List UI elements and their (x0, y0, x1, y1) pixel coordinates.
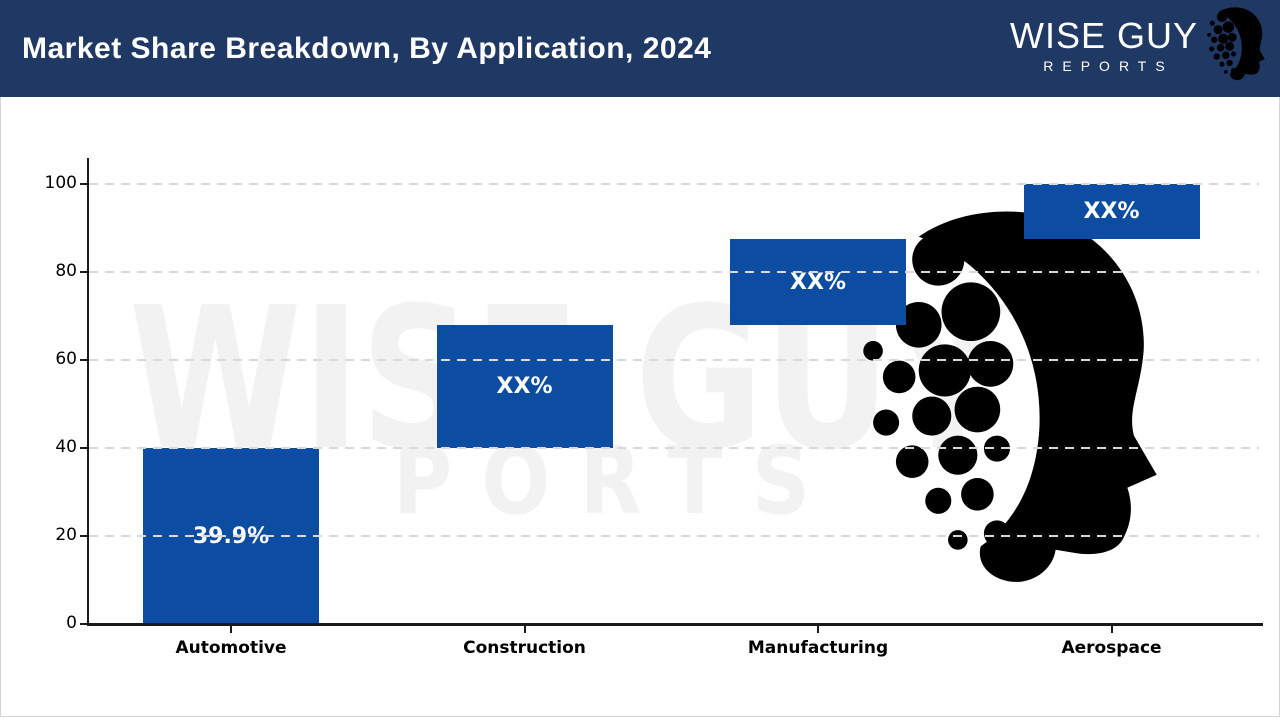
x-axis-line (87, 623, 1263, 626)
x-category-label-aerospace: Aerospace (1061, 638, 1162, 658)
logo-line1: WISE GUY (1009, 15, 1198, 56)
y-tick-label-20: 20 (55, 525, 77, 545)
wiseguy-face-icon (1204, 6, 1268, 84)
gridline-80 (89, 271, 1259, 273)
x-tick-mark-manufacturing (817, 624, 819, 633)
y-tick-mark-80 (80, 271, 89, 273)
y-tick-mark-60 (80, 359, 89, 361)
gridline-100 (89, 183, 1259, 185)
bar-value-label-aerospace: XX% (1083, 199, 1140, 225)
y-tick-label-80: 80 (55, 261, 77, 281)
x-tick-mark-automotive (230, 624, 232, 633)
y-tick-mark-100 (80, 183, 89, 185)
x-category-label-manufacturing: Manufacturing (747, 638, 889, 658)
x-tick-mark-aerospace (1110, 624, 1113, 633)
bar-manufacturing: XX% (730, 239, 906, 326)
x-tick-mark-construction (523, 624, 526, 633)
y-tick-label-40: 40 (55, 437, 77, 457)
header-bar: Market Share Breakdown, By Application, … (0, 0, 1280, 97)
wiseguy-logo: WISE GUY REPORTS (1010, 6, 1268, 84)
watermark-subtext: PORTS (393, 427, 840, 536)
plot-area: 0 20 40 60 80 100 39.9% Automotive XX% Constructi… (1, 97, 1279, 716)
bar-value-label-manufacturing: XX% (790, 269, 846, 295)
bar-value-label-construction: XX% (496, 374, 553, 400)
bar-construction: XX% (436, 325, 613, 449)
gridline-60 (89, 359, 1259, 361)
y-tick-label-100: 100 (44, 173, 77, 193)
x-category-label-automotive: Automotive (175, 638, 287, 658)
logo-line2: REPORTS (1043, 58, 1174, 74)
gridline-20 (89, 535, 1259, 537)
y-tick-label-0: 0 (66, 613, 77, 633)
y-tick-mark-0 (80, 623, 89, 625)
y-tick-mark-40 (80, 447, 89, 449)
chart-canvas: WISE GUY PORTS 0 20 40 60 80 100 39.9% Automoti… (0, 97, 1280, 717)
y-axis-line (87, 158, 89, 626)
page-title: Market Share Breakdown, By Application, … (22, 31, 712, 65)
y-tick-label-60: 60 (55, 349, 77, 369)
logo-wordmark: WISE GUY REPORTS (1009, 15, 1198, 75)
y-tick-mark-20 (80, 535, 89, 537)
gridline-40 (89, 447, 1259, 449)
x-category-label-construction: Construction (463, 638, 586, 658)
bar-aerospace: XX% (1023, 184, 1200, 240)
